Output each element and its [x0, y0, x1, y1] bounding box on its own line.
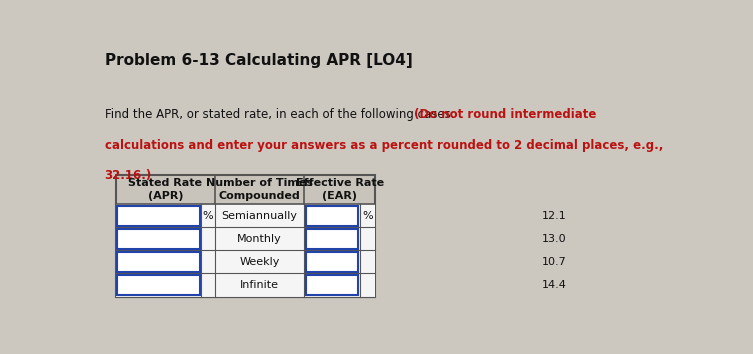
- Text: 32.16.): 32.16.): [105, 169, 152, 182]
- Text: Stated Rate
(APR): Stated Rate (APR): [129, 178, 203, 201]
- Bar: [116, 204, 376, 227]
- Text: Number of Times
Compounded: Number of Times Compounded: [206, 178, 313, 201]
- Bar: [306, 206, 358, 226]
- Text: 13.0: 13.0: [542, 234, 567, 244]
- Text: Monthly: Monthly: [237, 234, 282, 244]
- Bar: [306, 275, 358, 295]
- Text: %: %: [362, 211, 373, 221]
- Text: 12.1: 12.1: [542, 211, 567, 221]
- Text: Effective Rate
(EAR): Effective Rate (EAR): [296, 178, 384, 201]
- Text: 14.4: 14.4: [542, 280, 567, 290]
- Text: Find the APR, or stated rate, in each of the following cases:: Find the APR, or stated rate, in each of…: [105, 108, 458, 121]
- Bar: [116, 227, 376, 250]
- Bar: [117, 252, 200, 272]
- Bar: [306, 229, 358, 249]
- Bar: [116, 274, 376, 297]
- Text: %: %: [203, 211, 213, 221]
- Text: (Do not round intermediate: (Do not round intermediate: [414, 108, 596, 121]
- Bar: [117, 229, 200, 249]
- Bar: [117, 206, 200, 226]
- Text: Problem 6-13 Calculating APR [LO4]: Problem 6-13 Calculating APR [LO4]: [105, 53, 413, 68]
- Text: Weekly: Weekly: [239, 257, 280, 267]
- Text: Infinite: Infinite: [240, 280, 279, 290]
- Text: Semiannually: Semiannually: [221, 211, 297, 221]
- Bar: [116, 250, 376, 274]
- Text: 10.7: 10.7: [542, 257, 567, 267]
- Bar: [306, 252, 358, 272]
- Text: calculations and enter your answers as a percent rounded to 2 decimal places, e.: calculations and enter your answers as a…: [105, 139, 663, 152]
- Bar: [117, 275, 200, 295]
